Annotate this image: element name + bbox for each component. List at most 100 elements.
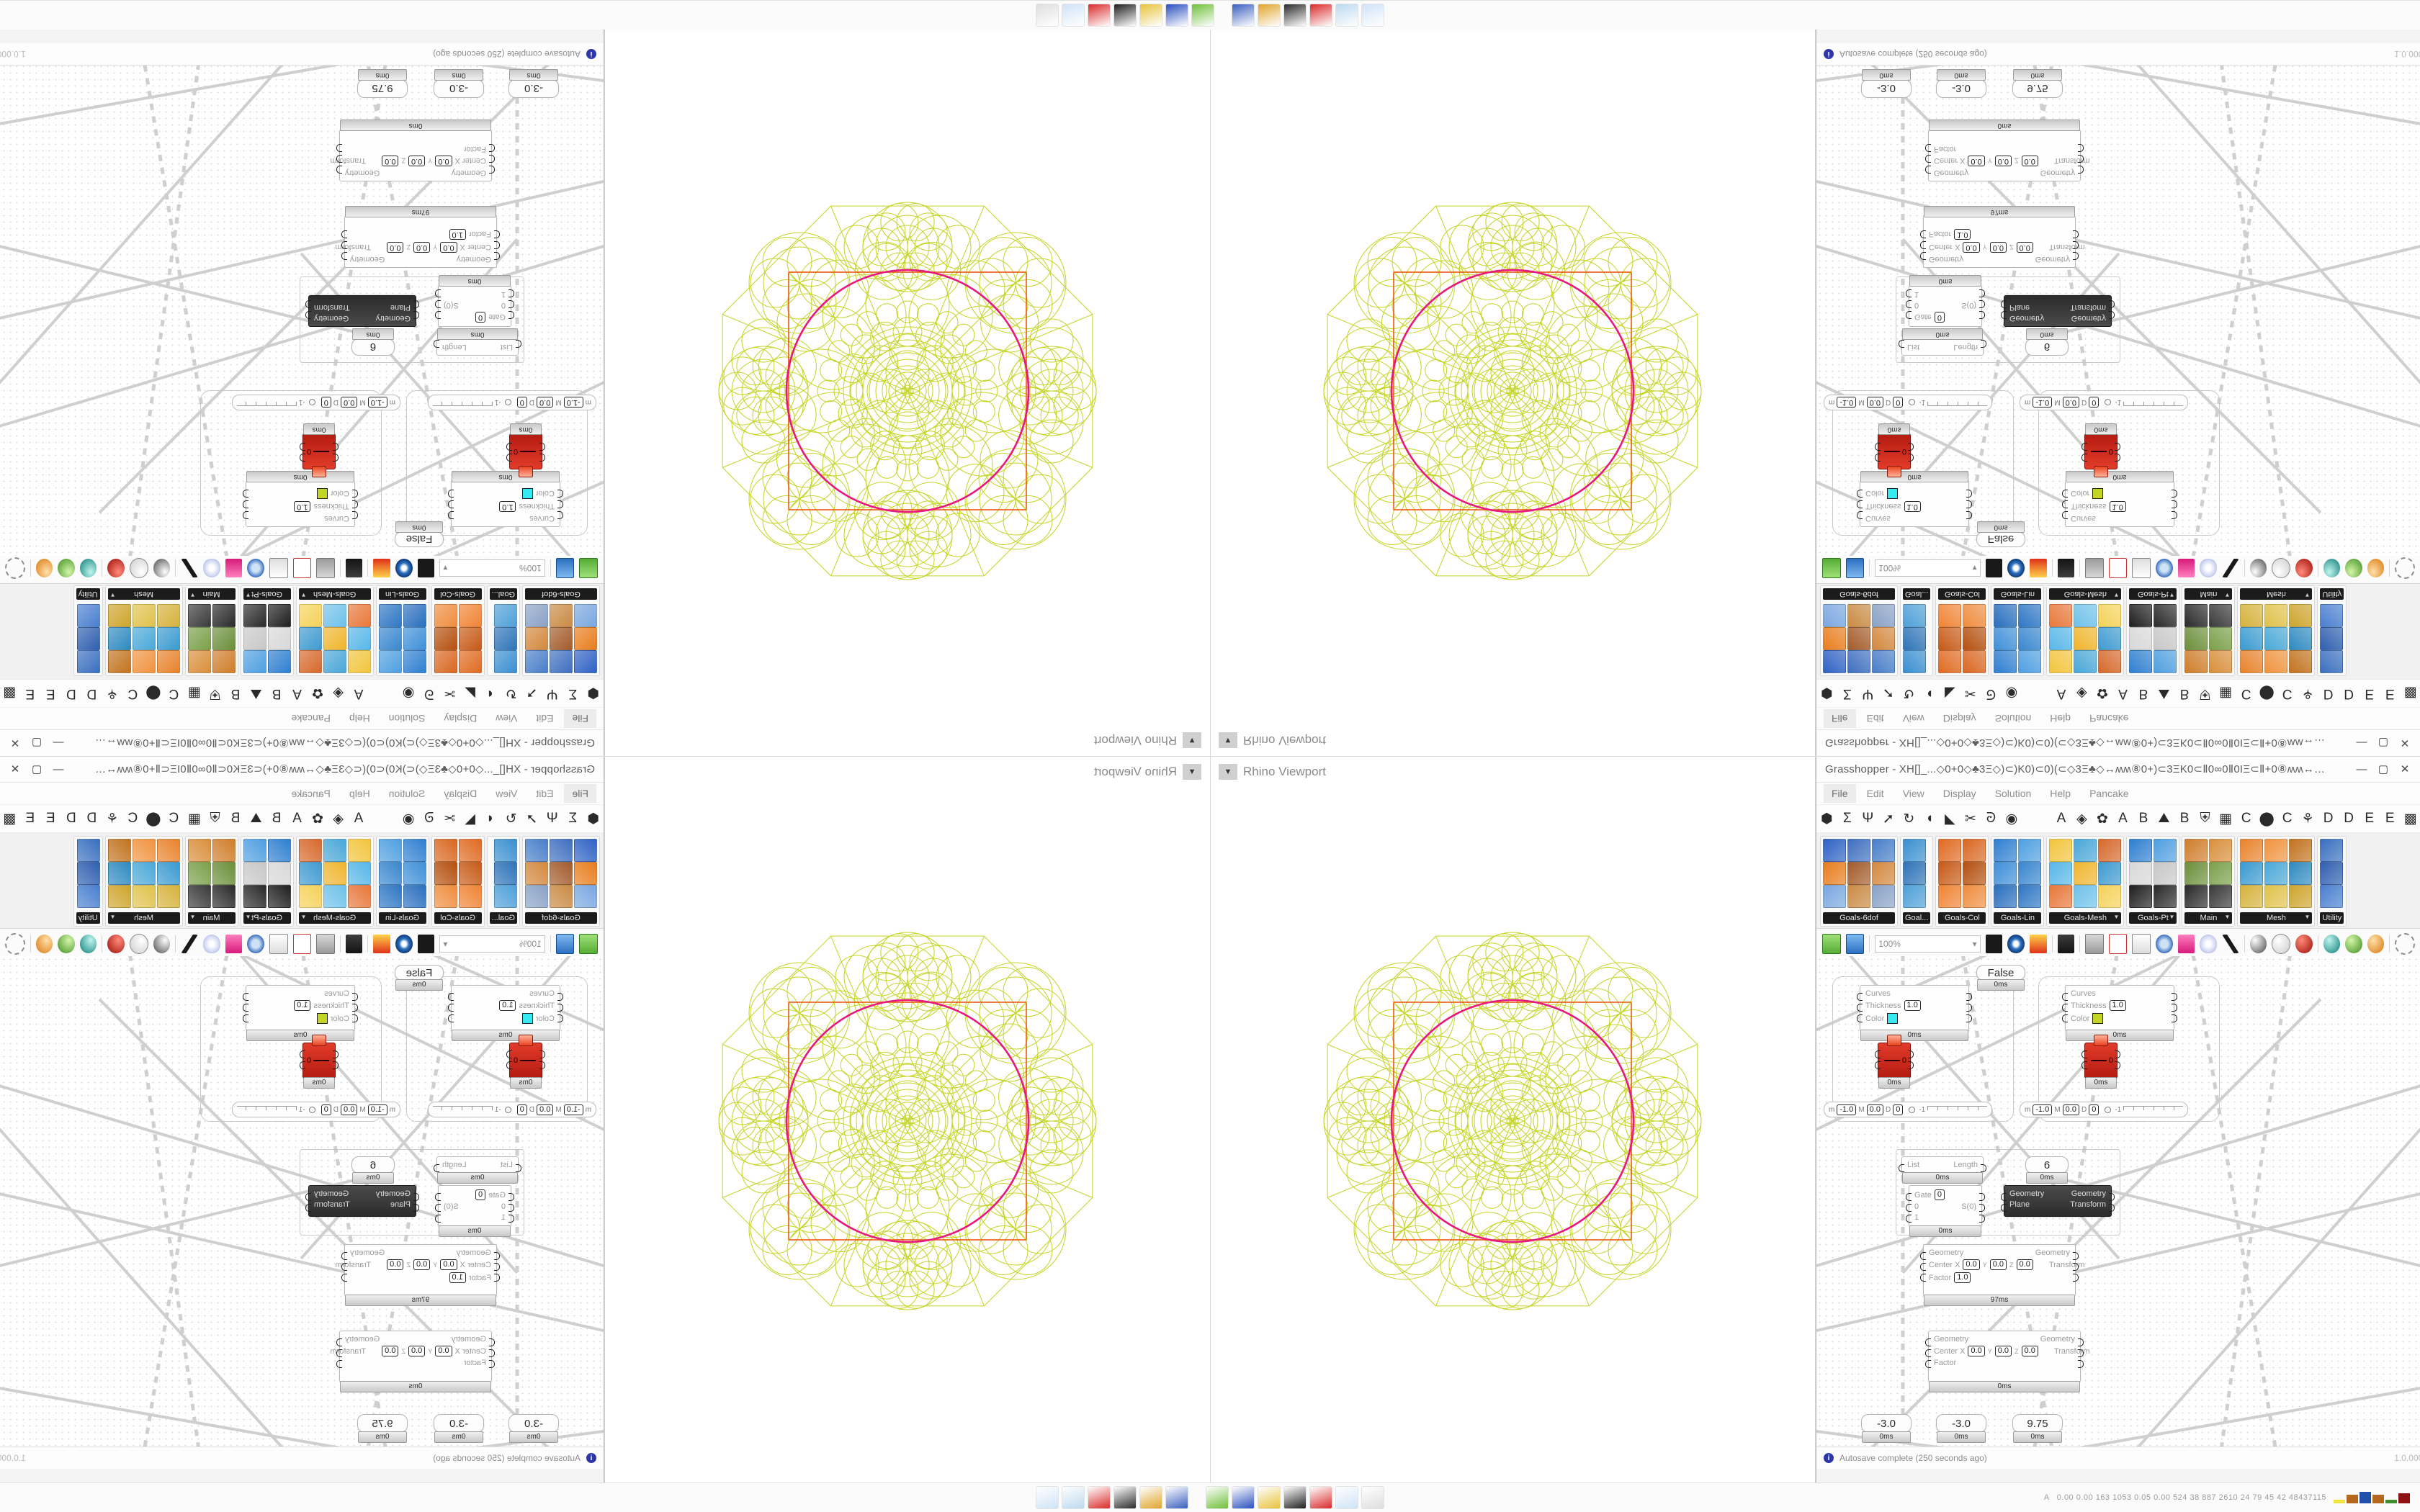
- maximize-button[interactable]: ▢: [2378, 763, 2389, 775]
- mirror-component-left[interactable]: 0 0ms: [1875, 423, 1914, 477]
- scale-component-b[interactable]: Geometry Geometry Center X 0.0 Y 0.0 Z 0.0 Trans…: [330, 1331, 495, 1392]
- ribbon-component-icon[interactable]: [2320, 885, 2344, 908]
- category-icon-right-1[interactable]: ◈: [2076, 811, 2087, 827]
- ribbon-group-label[interactable]: Mesh ▼: [2240, 912, 2313, 924]
- ribbon-component-icon[interactable]: [2098, 885, 2122, 908]
- zoom-level-select[interactable]: 100% ▾: [1875, 935, 1981, 953]
- number-slider-value-3[interactable]: 9.75 0ms: [2012, 1414, 2063, 1443]
- menu-item-solution[interactable]: Solution: [1994, 788, 2032, 799]
- chevron-down-icon[interactable]: ▼: [1183, 764, 1201, 780]
- ribbon-component-icon[interactable]: [2154, 862, 2177, 885]
- number-slider-right[interactable]: m -1.0 M 0.0 D 0 -1: [2020, 395, 2188, 410]
- ribbon-component-icon[interactable]: [1994, 839, 2017, 862]
- output-port[interactable]: [1979, 1215, 1985, 1223]
- slider-track[interactable]: [1927, 1105, 1987, 1114]
- list-item-count[interactable]: 6 0ms: [351, 328, 395, 356]
- input-port[interactable]: [1857, 1014, 1863, 1022]
- output-port[interactable]: [341, 252, 347, 260]
- slider-min-value[interactable]: -1.0: [367, 397, 387, 408]
- color-swatch[interactable]: [2092, 488, 2104, 499]
- yellow-disc-icon[interactable]: [1258, 1486, 1281, 1509]
- slider-max-value[interactable]: 0.0: [537, 1104, 554, 1115]
- stream-gate-component[interactable]: Gate 0 0 S(0) 1 0ms: [1906, 1185, 1985, 1237]
- ribbon-component-icon[interactable]: [2320, 839, 2344, 862]
- ribbon-component-icon[interactable]: [1963, 839, 1986, 862]
- teal-sphere-icon[interactable]: [2323, 935, 2341, 953]
- output-port[interactable]: [2078, 1360, 2084, 1368]
- input-port[interactable]: [2001, 300, 2007, 308]
- param-value[interactable]: 0.0: [382, 156, 399, 166]
- output-port[interactable]: [305, 300, 311, 308]
- light-tool-icon[interactable]: [1335, 1486, 1358, 1509]
- ribbon-group-label[interactable]: Goals-6dof: [1823, 912, 1895, 924]
- output-port[interactable]: [243, 500, 248, 508]
- blue-meter-icon[interactable]: [1232, 1486, 1255, 1509]
- scale-component-b[interactable]: Geometry Geometry Center X 0.0 Y 0.0 Z 0.0 Trans…: [1925, 1331, 2090, 1392]
- output-port[interactable]: [336, 166, 342, 174]
- ribbon-component-icon[interactable]: [2264, 839, 2288, 862]
- param-value[interactable]: 1.0: [1954, 229, 1971, 240]
- slider-dec-value[interactable]: 0: [516, 397, 527, 408]
- category-icon-left-6[interactable]: ◣: [1945, 811, 1955, 827]
- pale-tool-icon[interactable]: [1036, 4, 1059, 27]
- category-icon-left-1[interactable]: Σ: [1842, 811, 1852, 826]
- mirror-component-left[interactable]: 0 0ms: [1875, 1035, 1914, 1089]
- ribbon-component-icon[interactable]: [1847, 839, 1870, 862]
- color-swatch[interactable]: [316, 488, 328, 499]
- category-icon-right-11[interactable]: C: [2282, 811, 2293, 826]
- ribbon-component-icon[interactable]: [1847, 862, 1870, 885]
- param-value[interactable]: 0.0: [408, 156, 426, 166]
- category-icon-right-9[interactable]: C: [2241, 811, 2251, 826]
- green-sphere-icon[interactable]: [2345, 935, 2362, 953]
- category-icon-left-2[interactable]: Ψ: [1862, 811, 1874, 826]
- mountain-icon[interactable]: [1113, 1486, 1137, 1509]
- output-port[interactable]: [341, 230, 347, 238]
- list-item-count[interactable]: 6 0ms: [2025, 1156, 2069, 1184]
- category-icon-right-17[interactable]: ▩: [2403, 811, 2417, 827]
- category-icon-right-14[interactable]: D: [2344, 811, 2354, 826]
- search-icon[interactable]: [2156, 935, 2173, 953]
- output-port[interactable]: [243, 490, 248, 498]
- viewport-tab[interactable]: ▼ Rhino Viewport: [1210, 732, 1335, 748]
- output-port[interactable]: [435, 300, 441, 308]
- param-value[interactable]: 1.0: [449, 1272, 466, 1283]
- number-slider-value-3[interactable]: 9.75 0ms: [357, 1414, 408, 1443]
- param-value[interactable]: 0: [1934, 312, 1945, 323]
- slider-track[interactable]: [2123, 1105, 2183, 1114]
- number-slider-left[interactable]: m -1.0 M 0.0 D 0 -1: [1824, 395, 1992, 410]
- slider-dec-value[interactable]: 0: [321, 397, 331, 408]
- ribbon-component-icon[interactable]: [1938, 885, 1962, 908]
- slider-max-value[interactable]: 0.0: [341, 1104, 358, 1115]
- input-port[interactable]: [1906, 1215, 1912, 1223]
- save-icon[interactable]: [1845, 934, 1865, 954]
- viewport-canvas[interactable]: [605, 0, 1210, 724]
- red-seal-icon[interactable]: [1088, 1486, 1111, 1509]
- category-icon-left-7[interactable]: ✂: [1964, 811, 1976, 827]
- number-slider-right[interactable]: m -1.0 M 0.0 D 0 -1: [232, 395, 400, 410]
- scale-component-b[interactable]: Geometry Geometry Center X 0.0 Y 0.0 Z 0.0 Trans…: [1925, 120, 2090, 181]
- menu-item-display[interactable]: Display: [1942, 788, 1976, 799]
- output-port[interactable]: [300, 443, 305, 451]
- number-slider-left[interactable]: m -1.0 M 0.0 D 0 -1: [428, 395, 596, 410]
- ribbon-component-icon[interactable]: [2074, 862, 2097, 885]
- param-value[interactable]: 1.0: [1904, 1000, 1921, 1011]
- ribbon-component-icon[interactable]: [2184, 862, 2208, 885]
- output-port[interactable]: [2073, 1252, 2079, 1260]
- ribbon-group-label[interactable]: Goal...: [1903, 912, 1931, 924]
- input-port[interactable]: [1920, 1274, 1926, 1282]
- output-port[interactable]: [300, 1050, 305, 1058]
- canvas-surface[interactable]: Curves Thickness 1.0 Color 0ms Curves Thicknes…: [1816, 43, 2420, 556]
- param-value[interactable]: 0.0: [413, 242, 431, 253]
- input-port[interactable]: [1925, 155, 1931, 163]
- output-port[interactable]: [506, 1050, 512, 1058]
- category-icon-right-16[interactable]: E: [2385, 811, 2395, 826]
- input-port[interactable]: [2062, 500, 2068, 508]
- ribbon-component-icon[interactable]: [2320, 862, 2344, 885]
- canvas-surface[interactable]: Curves Thickness 1.0 Color 0ms Curves Thicknes…: [0, 956, 604, 1469]
- param-value[interactable]: 1.0: [1904, 501, 1921, 512]
- input-port[interactable]: [1906, 311, 1912, 319]
- mirror-component-left[interactable]: 0 0ms: [506, 423, 545, 477]
- open-file-icon[interactable]: [1822, 934, 1841, 954]
- param-value[interactable]: 1.0: [294, 1000, 311, 1011]
- ribbon-component-icon[interactable]: [2209, 885, 2233, 908]
